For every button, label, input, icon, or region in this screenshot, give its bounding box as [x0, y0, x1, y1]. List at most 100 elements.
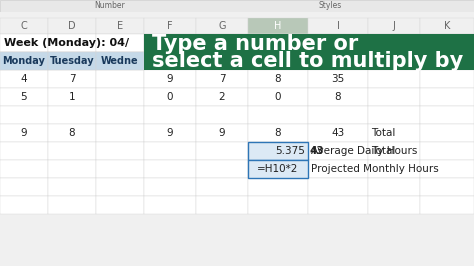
- Text: G: G: [218, 21, 226, 31]
- Bar: [144, 34, 196, 52]
- Text: J: J: [392, 21, 395, 31]
- Text: Type a number or: Type a number or: [152, 34, 358, 54]
- Text: 0: 0: [167, 92, 173, 102]
- Bar: [248, 88, 308, 106]
- Bar: [96, 70, 144, 88]
- Bar: [196, 160, 248, 178]
- Bar: [196, 106, 248, 124]
- Bar: [196, 142, 248, 160]
- Bar: [0, 124, 48, 142]
- Bar: [308, 18, 368, 34]
- Bar: [368, 52, 420, 70]
- Bar: [196, 88, 248, 106]
- Bar: [96, 196, 144, 214]
- Bar: [308, 52, 368, 70]
- Bar: [308, 196, 368, 214]
- Text: Total: Total: [371, 128, 395, 138]
- Text: 5: 5: [21, 92, 27, 102]
- Text: Wedne: Wedne: [101, 56, 139, 66]
- Bar: [308, 106, 368, 124]
- Text: 35: 35: [331, 74, 345, 84]
- Text: 7: 7: [69, 74, 75, 84]
- Text: =H10*2: =H10*2: [257, 164, 299, 174]
- Bar: [248, 160, 308, 178]
- Bar: [368, 160, 420, 178]
- Bar: [196, 18, 248, 34]
- Bar: [48, 52, 96, 70]
- Bar: [368, 88, 420, 106]
- Bar: [0, 18, 48, 34]
- Bar: [0, 52, 48, 70]
- Text: 7: 7: [219, 74, 225, 84]
- Bar: [96, 52, 144, 70]
- Text: 8: 8: [69, 128, 75, 138]
- Bar: [368, 70, 420, 88]
- Bar: [196, 124, 248, 142]
- Bar: [48, 52, 96, 70]
- Bar: [420, 160, 474, 178]
- Text: Week (Monday): 04/: Week (Monday): 04/: [4, 38, 129, 48]
- Bar: [248, 106, 308, 124]
- Bar: [96, 52, 144, 70]
- Bar: [196, 52, 248, 70]
- Bar: [0, 88, 48, 106]
- Text: H: H: [274, 21, 282, 31]
- Bar: [420, 196, 474, 214]
- Bar: [144, 70, 196, 88]
- Bar: [48, 88, 96, 106]
- Bar: [96, 88, 144, 106]
- Text: 43: 43: [331, 128, 345, 138]
- Bar: [420, 34, 474, 52]
- Bar: [368, 142, 420, 160]
- Text: Monday: Monday: [2, 56, 46, 66]
- Bar: [0, 0, 474, 12]
- Bar: [420, 70, 474, 88]
- Bar: [248, 160, 308, 178]
- Bar: [248, 124, 308, 142]
- Bar: [368, 178, 420, 196]
- Bar: [368, 34, 420, 52]
- Text: I: I: [337, 21, 339, 31]
- Bar: [308, 178, 368, 196]
- Bar: [248, 142, 308, 160]
- Bar: [96, 142, 144, 160]
- Bar: [96, 34, 144, 52]
- Bar: [0, 142, 48, 160]
- Text: 8: 8: [275, 128, 281, 138]
- Text: Average Daily Hours: Average Daily Hours: [311, 146, 418, 156]
- Bar: [368, 106, 420, 124]
- Bar: [420, 124, 474, 142]
- Text: C: C: [21, 21, 27, 31]
- Bar: [196, 34, 248, 52]
- Text: Total: Total: [371, 146, 395, 156]
- Bar: [0, 106, 48, 124]
- Bar: [308, 160, 368, 178]
- Bar: [144, 18, 196, 34]
- Text: D: D: [68, 21, 76, 31]
- Bar: [48, 196, 96, 214]
- Bar: [144, 88, 196, 106]
- Bar: [420, 106, 474, 124]
- Bar: [248, 52, 308, 70]
- Text: Styles: Styles: [319, 2, 342, 10]
- Bar: [144, 34, 474, 70]
- Bar: [48, 18, 96, 34]
- Bar: [248, 178, 308, 196]
- Text: 9: 9: [167, 128, 173, 138]
- Bar: [196, 178, 248, 196]
- Bar: [48, 124, 96, 142]
- Bar: [248, 18, 308, 34]
- Text: Number: Number: [95, 2, 126, 10]
- Text: 9: 9: [219, 128, 225, 138]
- Bar: [0, 196, 48, 214]
- Bar: [48, 160, 96, 178]
- Bar: [308, 70, 368, 88]
- Text: 9: 9: [21, 128, 27, 138]
- Bar: [0, 12, 474, 18]
- Bar: [420, 52, 474, 70]
- Bar: [48, 34, 96, 52]
- Text: 5.375: 5.375: [275, 146, 305, 156]
- Bar: [48, 106, 96, 124]
- Bar: [420, 178, 474, 196]
- Bar: [96, 178, 144, 196]
